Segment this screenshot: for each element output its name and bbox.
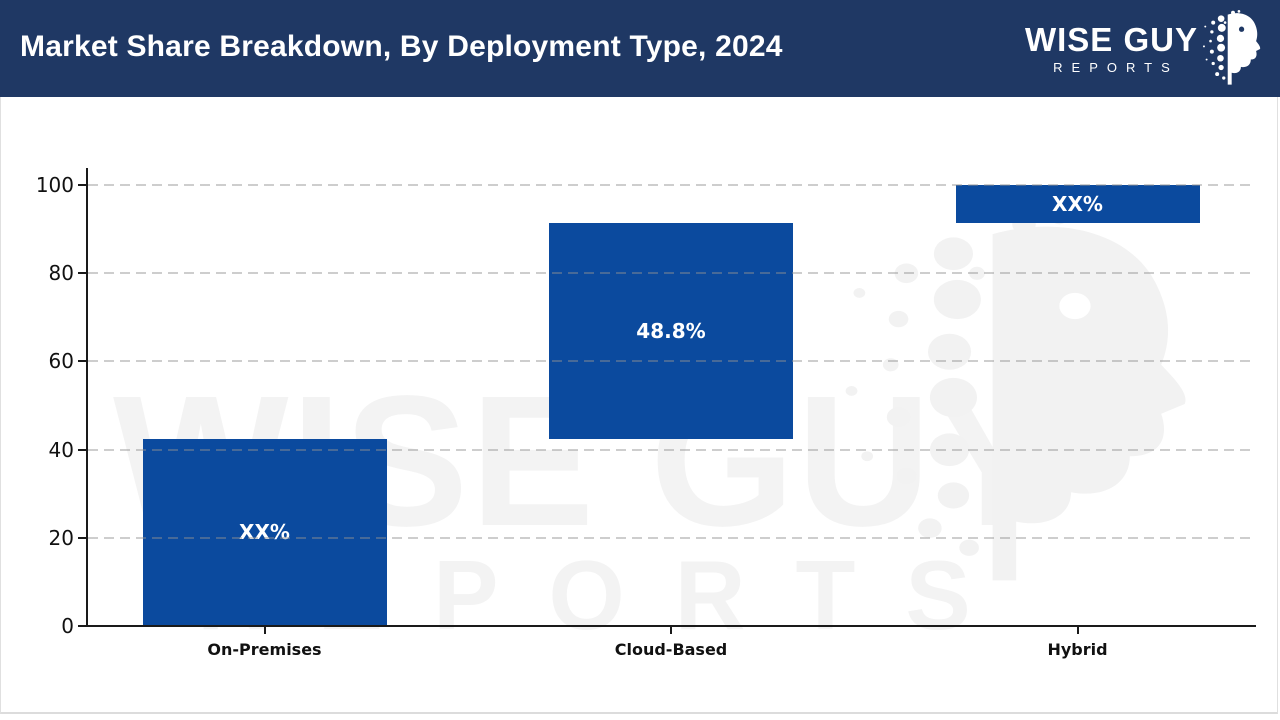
- x-axis-spine: [86, 625, 1256, 627]
- bar-label-hybrid: XX%: [1052, 192, 1103, 217]
- y-tick-label-20: 20: [48, 525, 74, 550]
- gridline-100: [88, 184, 1253, 186]
- x-tick-on-premises: [263, 627, 266, 634]
- bar-on-premises: XX%: [142, 438, 387, 626]
- y-tick-label-0: 0: [61, 614, 74, 638]
- x-tick-label-on-premises: On-Premises: [207, 640, 322, 659]
- gridline-20: [88, 536, 1253, 539]
- gridline-80: [88, 272, 1253, 275]
- logo-face-icon: [1202, 9, 1261, 85]
- y-tick-0: [78, 625, 86, 627]
- y-tick-label-60: 60: [48, 349, 74, 374]
- wise-guy-reports-logo: WISE GUY REPORTS: [1025, 9, 1266, 89]
- y-tick-80: [78, 272, 86, 275]
- x-tick-label-hybrid: Hybrid: [1047, 640, 1108, 659]
- y-tick-label-100: 100: [35, 173, 74, 197]
- x-tick-label-cloud-based: Cloud-Based: [614, 640, 728, 659]
- logo-text: WISE GUY REPORTS: [1025, 23, 1198, 74]
- x-tick-hybrid: [1076, 627, 1079, 634]
- bar-label-on-premises: XX%: [239, 520, 290, 545]
- gridline-60: [88, 360, 1253, 363]
- x-tick-cloud-based: [670, 627, 672, 634]
- watermark-face-icon: [845, 211, 1186, 581]
- logo-subtitle: REPORTS: [1053, 60, 1179, 75]
- bar-cloud-based: 48.8%: [549, 223, 793, 439]
- gridline-40: [88, 448, 1253, 451]
- header-bar: Market Share Breakdown, By Deployment Ty…: [0, 0, 1280, 97]
- y-tick-100: [78, 184, 86, 186]
- y-tick-label-40: 40: [48, 437, 74, 462]
- y-tick-label-80: 80: [48, 261, 74, 286]
- y-axis-spine: [86, 168, 88, 627]
- y-tick-20: [78, 536, 86, 539]
- y-tick-60: [78, 360, 86, 363]
- logo-wordmark: WISE GUY: [1024, 21, 1198, 58]
- bar-label-cloud-based: 48.8%: [636, 318, 706, 343]
- y-tick-40: [78, 448, 86, 451]
- chart-title: Market Share Breakdown, By Deployment Ty…: [20, 29, 783, 63]
- bar-hybrid: XX%: [955, 185, 1200, 224]
